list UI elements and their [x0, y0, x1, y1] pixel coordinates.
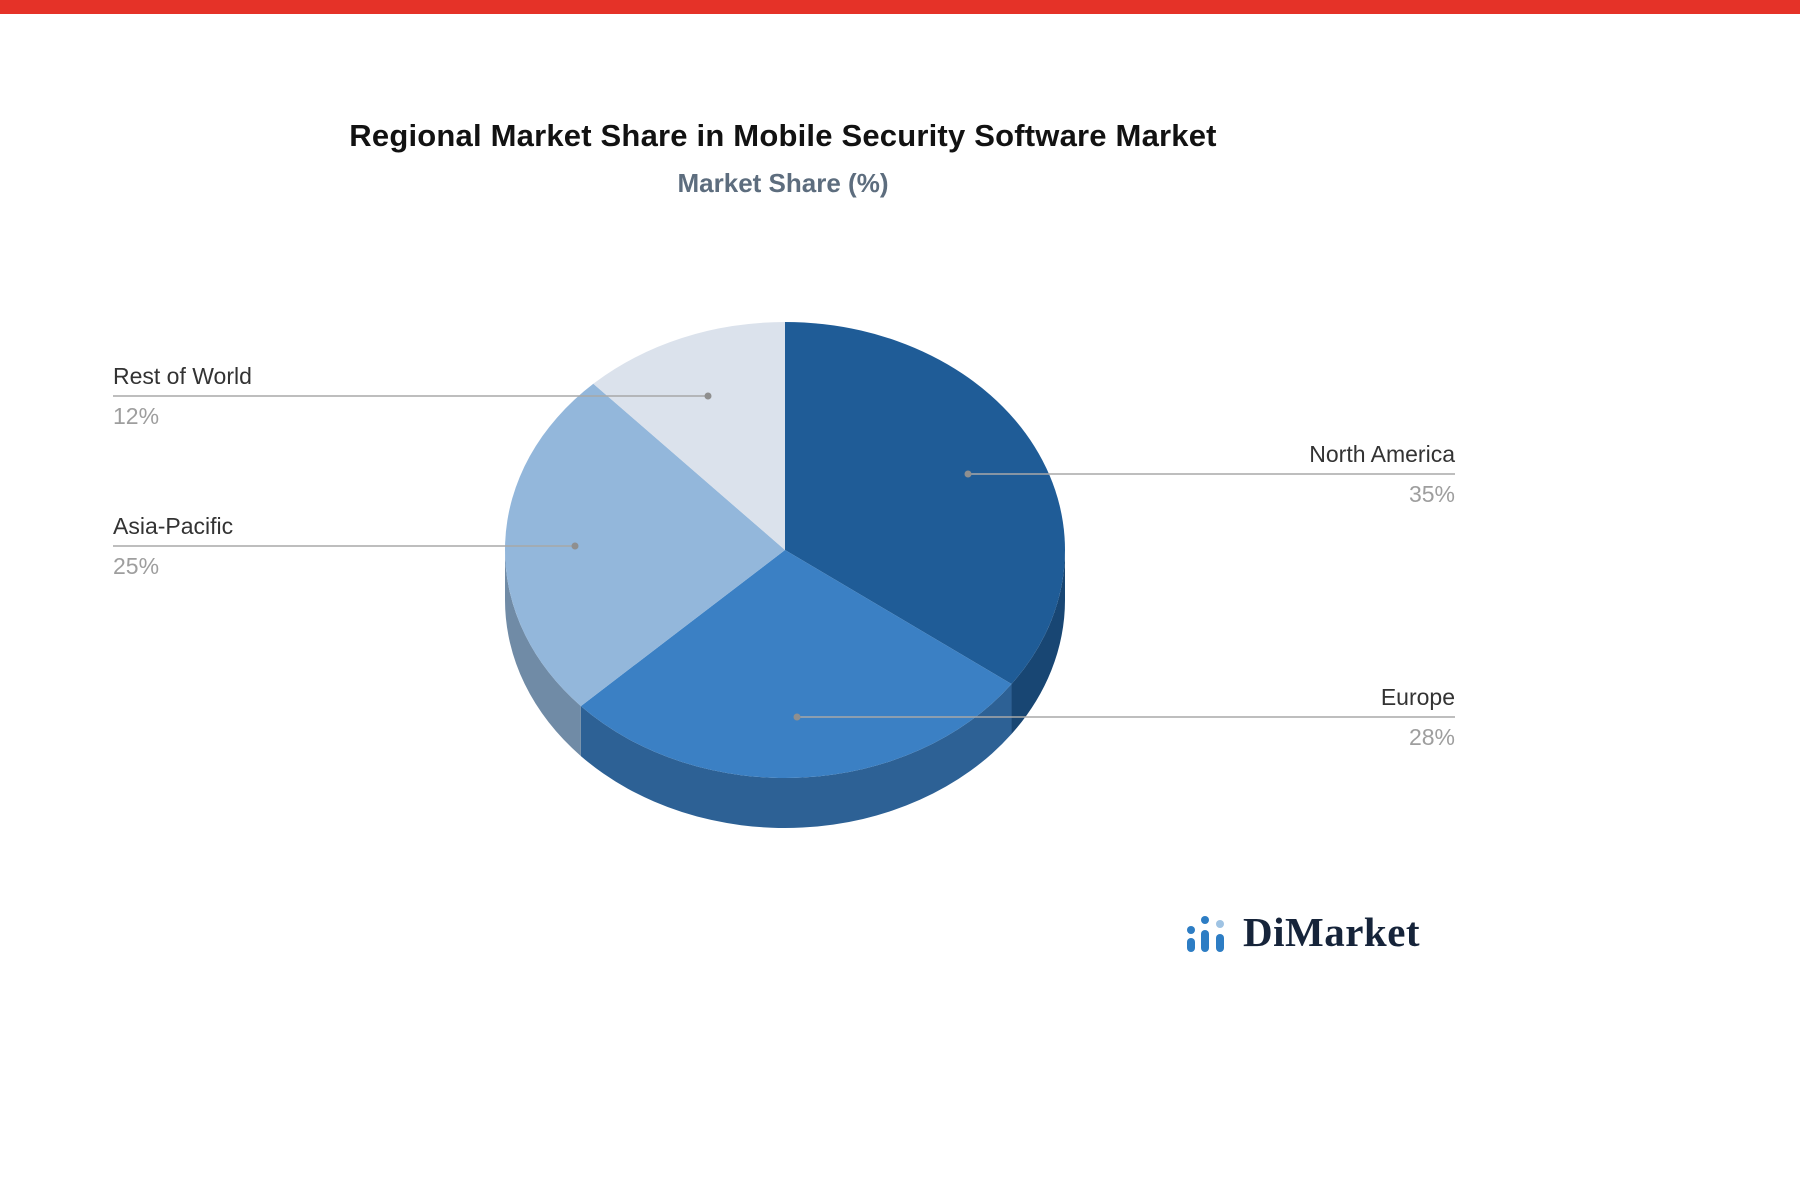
callout-rest-of-world-value: 12% [113, 403, 160, 429]
brand-logo: DiMarket [1183, 903, 1420, 961]
callout-europe-value: 28% [1005, 724, 1455, 750]
pie-slice-north-america[interactable] [785, 322, 1065, 685]
brand-logo-icon [1187, 916, 1224, 952]
callout-north-america: North America [1005, 441, 1455, 467]
callout-rest-of-world: Rest of World [113, 363, 252, 389]
callout-value-asia-pacific: 25% [113, 553, 160, 579]
brand-logo-text: DiMarket [1243, 909, 1421, 955]
callout-dots [571, 392, 972, 721]
pie-slices [505, 322, 1065, 828]
callout-value-europe: 28% [1408, 724, 1455, 750]
callout-lines [113, 395, 1455, 718]
leader-dot-rest-of-world [704, 392, 712, 400]
callout-label-north-america: North America [1309, 441, 1455, 467]
pie-slice-asia-pacific[interactable] [505, 383, 785, 707]
pie-slice-europe[interactable] [580, 550, 1012, 778]
callout-north-america-value: 35% [1005, 481, 1455, 507]
pie-slice-side-north-america [1011, 550, 1065, 735]
pie-slice-side-asia-pacific [505, 550, 581, 757]
pie-slice-rest-of-world[interactable] [593, 322, 785, 550]
callout-value-north-america: 35% [1408, 481, 1455, 507]
callout-europe: Europe [1005, 684, 1455, 710]
callout-asia-pacific: Asia-Pacific [113, 513, 234, 539]
leader-dot-asia-pacific [571, 542, 579, 550]
leader-dot-europe [793, 713, 801, 721]
chart-subtitle: Market Share (%) [677, 168, 889, 198]
chart-title: Regional Market Share in Mobile Security… [349, 118, 1217, 153]
top-accent-bar [0, 0, 1800, 14]
callout-label-asia-pacific: Asia-Pacific [113, 513, 234, 539]
leader-dot-north-america [964, 470, 972, 478]
callout-asia-pacific-value: 25% [113, 553, 160, 579]
pie-slice-side-europe [580, 684, 1012, 828]
callout-label-europe: Europe [1380, 684, 1455, 710]
callout-label-rest-of-world: Rest of World [113, 363, 252, 389]
callout-value-rest-of-world: 12% [113, 403, 160, 429]
